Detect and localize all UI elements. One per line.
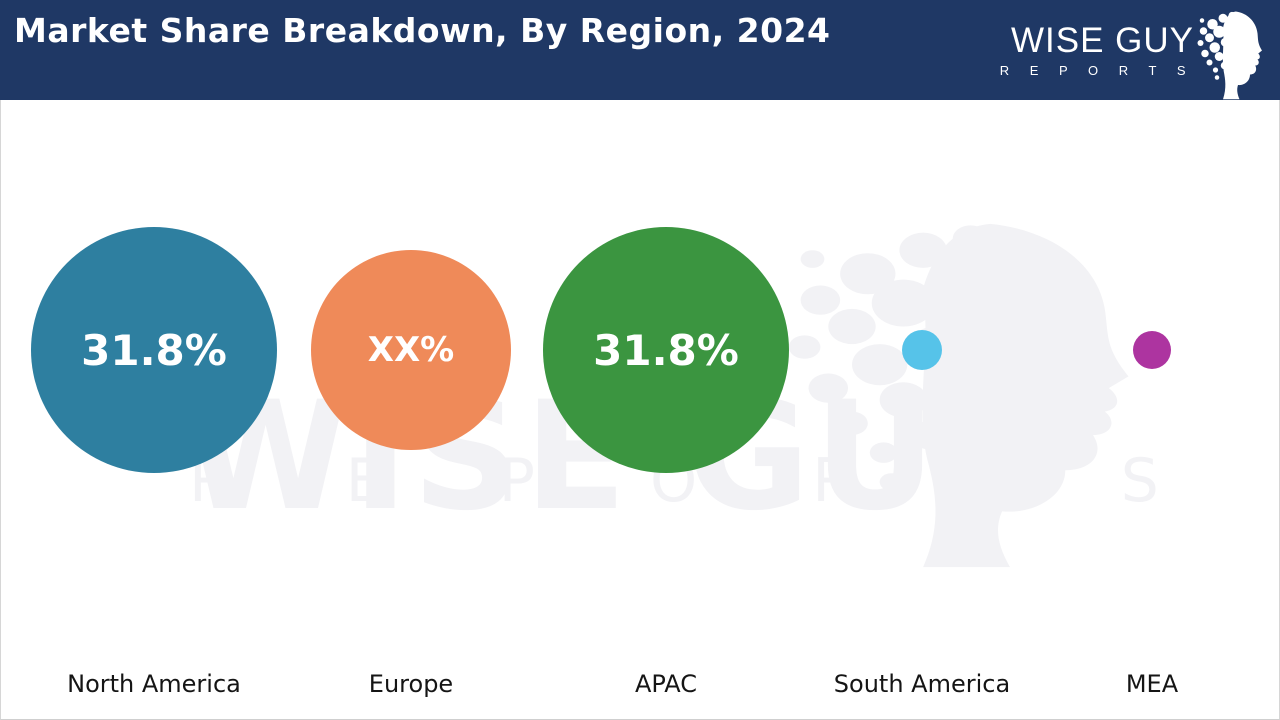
category-label-europe: Europe bbox=[368, 670, 454, 698]
category-label-apac: APAC bbox=[634, 670, 698, 698]
brand-logo-line1: WISE GUY bbox=[1010, 21, 1194, 60]
header: Market Share Breakdown, By Region, 2024 … bbox=[0, 0, 1280, 100]
bubble-europe: XX% bbox=[311, 250, 511, 450]
bubble-south-america bbox=[902, 330, 942, 370]
bubble-north-america: 31.8% bbox=[31, 227, 277, 473]
bubble-apac: 31.8% bbox=[543, 227, 789, 473]
dotted-head-icon bbox=[1197, 11, 1262, 100]
bubble-chart: WISE GUY R E P O R T S 31.8% XX% 31.8% N… bbox=[0, 100, 1280, 720]
brand-logo-text: WISE GUY R E P O R T S bbox=[999, 21, 1194, 79]
page-title: Market Share Breakdown, By Region, 2024 bbox=[14, 11, 831, 50]
bubble-value-label: 31.8% bbox=[593, 325, 739, 375]
brand-logo: WISE GUY R E P O R T S bbox=[1000, 6, 1272, 100]
brand-logo-line2: R E P O R T S bbox=[999, 63, 1194, 78]
bubble-mea bbox=[1133, 331, 1171, 369]
category-label-south-america: South America bbox=[833, 670, 1011, 698]
bubble-value-label: 31.8% bbox=[81, 325, 227, 375]
category-label-north-america: North America bbox=[67, 670, 241, 698]
watermark-dotted-head-icon bbox=[788, 223, 1129, 568]
category-label-mea: MEA bbox=[1125, 670, 1179, 698]
bubble-value-label: XX% bbox=[367, 330, 455, 370]
